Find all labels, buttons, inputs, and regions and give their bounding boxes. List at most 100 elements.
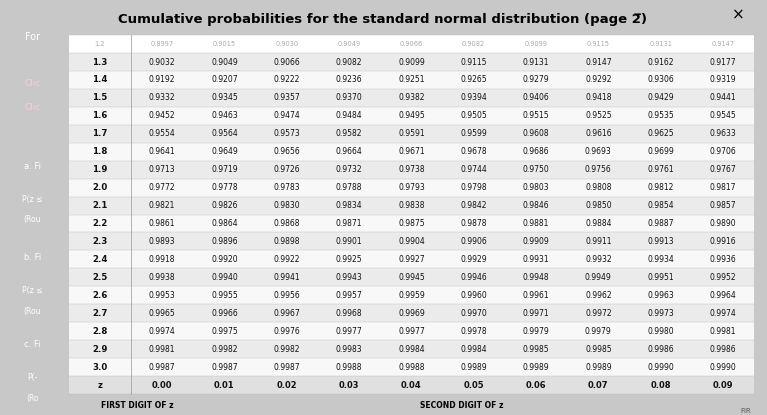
- Text: 2.0: 2.0: [92, 183, 107, 192]
- Text: 0.9706: 0.9706: [709, 147, 736, 156]
- Text: 0.9554: 0.9554: [149, 129, 176, 138]
- Text: 0.9812: 0.9812: [647, 183, 674, 192]
- Text: 0.9625: 0.9625: [647, 129, 674, 138]
- Text: 0.9207: 0.9207: [211, 76, 238, 85]
- Text: 0.9980: 0.9980: [647, 327, 674, 336]
- Text: P(z ≤: P(z ≤: [22, 195, 43, 204]
- Text: 0.9906: 0.9906: [460, 237, 487, 246]
- Text: P(-: P(-: [28, 373, 38, 382]
- Text: 0.9989: 0.9989: [522, 363, 549, 371]
- Text: 0.9922: 0.9922: [274, 255, 300, 264]
- Text: 0.9783: 0.9783: [274, 183, 300, 192]
- Text: 0.9535: 0.9535: [647, 111, 674, 120]
- Text: 0.9887: 0.9887: [647, 219, 674, 228]
- Text: 1.5: 1.5: [92, 93, 107, 103]
- Text: 0.9875: 0.9875: [398, 219, 425, 228]
- Text: 0.9967: 0.9967: [273, 309, 300, 318]
- Text: ×: ×: [732, 7, 745, 22]
- Text: 0.02: 0.02: [276, 381, 297, 390]
- Text: 0.9192: 0.9192: [149, 76, 176, 85]
- Text: 0.9842: 0.9842: [460, 201, 487, 210]
- Text: 0.9864: 0.9864: [211, 219, 238, 228]
- Text: 0.9649: 0.9649: [211, 147, 238, 156]
- Text: 1.4: 1.4: [92, 76, 107, 85]
- Text: 0.9890: 0.9890: [709, 219, 736, 228]
- Text: 0.9030: 0.9030: [275, 41, 298, 47]
- Text: 1.8: 1.8: [92, 147, 107, 156]
- Text: 0.05: 0.05: [463, 381, 484, 390]
- Text: 0.9896: 0.9896: [211, 237, 238, 246]
- Text: 0.9591: 0.9591: [398, 129, 425, 138]
- Bar: [69, 215, 754, 232]
- Text: 0.9049: 0.9049: [211, 58, 238, 66]
- Text: (Rou: (Rou: [24, 307, 41, 316]
- Text: 0.9656: 0.9656: [273, 147, 300, 156]
- Text: 0.9925: 0.9925: [336, 255, 362, 264]
- Text: 0.9066: 0.9066: [273, 58, 300, 66]
- Text: b. Fi: b. Fi: [24, 253, 41, 262]
- Text: 0.9956: 0.9956: [273, 291, 300, 300]
- Text: 0.9971: 0.9971: [522, 309, 549, 318]
- Text: c. Fi: c. Fi: [25, 340, 41, 349]
- Text: 0.9452: 0.9452: [149, 111, 176, 120]
- Text: 0.9564: 0.9564: [211, 129, 238, 138]
- Text: 0.9893: 0.9893: [149, 237, 176, 246]
- Text: 0.9826: 0.9826: [211, 201, 238, 210]
- Text: 1.2: 1.2: [94, 41, 105, 47]
- Text: 0.9474: 0.9474: [273, 111, 300, 120]
- Text: 0.9279: 0.9279: [522, 76, 549, 85]
- Bar: [69, 143, 754, 161]
- Bar: [69, 125, 754, 143]
- Text: z: z: [97, 381, 102, 390]
- Text: 0.9913: 0.9913: [647, 237, 674, 246]
- Text: 0.9599: 0.9599: [460, 129, 487, 138]
- Text: 0.9920: 0.9920: [211, 255, 238, 264]
- Text: 0.9985: 0.9985: [522, 344, 549, 354]
- Text: 0.9131: 0.9131: [649, 41, 672, 47]
- Text: 0.9115: 0.9115: [587, 41, 610, 47]
- Text: 0.9265: 0.9265: [460, 76, 487, 85]
- Text: 0.9871: 0.9871: [336, 219, 362, 228]
- Text: 0.9678: 0.9678: [460, 147, 487, 156]
- Text: 0.9177: 0.9177: [709, 58, 736, 66]
- Text: 0.09: 0.09: [713, 381, 733, 390]
- Text: (Rou: (Rou: [24, 215, 41, 225]
- Text: 0.9693: 0.9693: [585, 147, 612, 156]
- Text: 0.9927: 0.9927: [398, 255, 425, 264]
- Text: 0.9032: 0.9032: [149, 58, 176, 66]
- Text: 0.9986: 0.9986: [647, 344, 674, 354]
- Text: 0.9884: 0.9884: [585, 219, 611, 228]
- Text: 0.03: 0.03: [339, 381, 359, 390]
- Text: 0.00: 0.00: [152, 381, 173, 390]
- Text: 0.9974: 0.9974: [149, 327, 176, 336]
- Text: 0.9147: 0.9147: [712, 41, 735, 47]
- Text: 0.9830: 0.9830: [274, 201, 300, 210]
- Text: 0.9798: 0.9798: [460, 183, 487, 192]
- Text: 0.9082: 0.9082: [336, 58, 362, 66]
- Text: 0.9850: 0.9850: [585, 201, 611, 210]
- Text: 0.9881: 0.9881: [523, 219, 549, 228]
- Text: 0.9099: 0.9099: [398, 58, 425, 66]
- Text: 0.9987: 0.9987: [274, 363, 300, 371]
- Text: 0.9345: 0.9345: [211, 93, 238, 103]
- Text: 0.9961: 0.9961: [522, 291, 549, 300]
- Bar: [69, 322, 754, 340]
- Text: 0.9868: 0.9868: [274, 219, 300, 228]
- Text: 0.9946: 0.9946: [460, 273, 487, 282]
- Text: 0.9955: 0.9955: [211, 291, 238, 300]
- Text: 0.9952: 0.9952: [709, 273, 736, 282]
- Bar: [69, 161, 754, 179]
- Text: 0.9959: 0.9959: [398, 291, 425, 300]
- Text: 0.9981: 0.9981: [149, 344, 176, 354]
- Text: 2.2: 2.2: [92, 219, 107, 228]
- Text: 0.9147: 0.9147: [585, 58, 611, 66]
- Bar: [69, 304, 754, 322]
- Bar: [69, 71, 754, 89]
- Text: 0.9972: 0.9972: [585, 309, 611, 318]
- Text: 2.5: 2.5: [92, 273, 107, 282]
- Text: 0.9015: 0.9015: [213, 41, 236, 47]
- Text: 0.9846: 0.9846: [522, 201, 549, 210]
- Text: 0.9938: 0.9938: [149, 273, 176, 282]
- Text: 0.9821: 0.9821: [149, 201, 176, 210]
- Bar: [69, 107, 754, 125]
